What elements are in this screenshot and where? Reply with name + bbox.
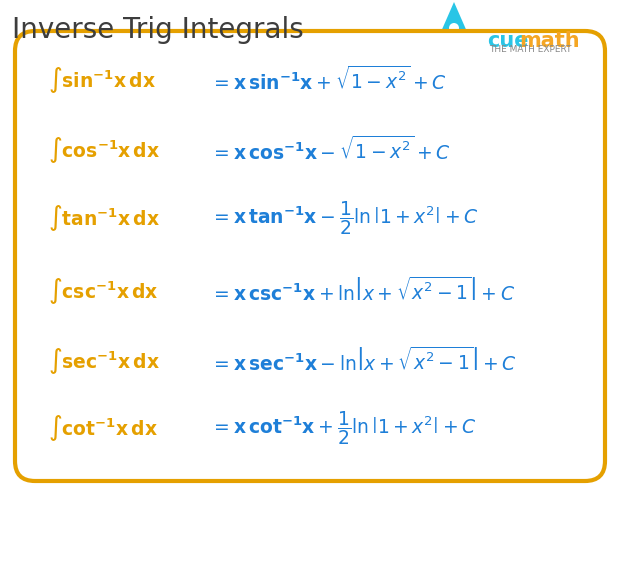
- Text: $= \mathbf{x\,cot^{-1}x} + \dfrac{1}{2}\ln\left|1 + x^2\right| + C$: $= \mathbf{x\,cot^{-1}x} + \dfrac{1}{2}\…: [210, 409, 476, 447]
- Text: THE MATH EXPERT: THE MATH EXPERT: [489, 45, 572, 54]
- Text: math: math: [519, 31, 580, 51]
- Text: $= \mathbf{x\,sin^{-1}x} + \sqrt{1 - x^2} + C$: $= \mathbf{x\,sin^{-1}x} + \sqrt{1 - x^2…: [210, 66, 446, 94]
- Polygon shape: [446, 52, 462, 68]
- Text: $\int \mathbf{sec^{-1}x\,dx}$: $\int \mathbf{sec^{-1}x\,dx}$: [48, 346, 160, 376]
- Text: Inverse Trig Integrals: Inverse Trig Integrals: [12, 16, 304, 44]
- Text: $\int \mathbf{cos^{-1}x\,dx}$: $\int \mathbf{cos^{-1}x\,dx}$: [48, 135, 160, 165]
- Text: $= \mathbf{x\,cos^{-1}x} - \sqrt{1 - x^2} + C$: $= \mathbf{x\,cos^{-1}x} - \sqrt{1 - x^2…: [210, 136, 451, 164]
- FancyBboxPatch shape: [15, 31, 605, 481]
- Text: $\int \mathbf{tan^{-1}x\,dx}$: $\int \mathbf{tan^{-1}x\,dx}$: [48, 203, 160, 233]
- Polygon shape: [428, 44, 442, 58]
- Polygon shape: [440, 2, 468, 34]
- Polygon shape: [466, 44, 480, 58]
- Polygon shape: [436, 8, 464, 54]
- Text: $\int \mathbf{cot^{-1}x\,dx}$: $\int \mathbf{cot^{-1}x\,dx}$: [48, 413, 158, 443]
- Circle shape: [449, 23, 459, 33]
- Text: cue: cue: [487, 31, 528, 51]
- Text: $\int \mathbf{sin^{-1}x\,dx}$: $\int \mathbf{sin^{-1}x\,dx}$: [48, 65, 156, 95]
- Text: $= \mathbf{x\,sec^{-1}x} - \ln\!\left|x + \sqrt{x^2 - 1}\right| + C$: $= \mathbf{x\,sec^{-1}x} - \ln\!\left|x …: [210, 347, 517, 375]
- Text: $= \mathbf{x\,tan^{-1}x} - \dfrac{1}{2}\ln\left|1 + x^2\right| + C$: $= \mathbf{x\,tan^{-1}x} - \dfrac{1}{2}\…: [210, 199, 479, 237]
- Text: $= \mathbf{x\,csc^{-1}x} + \ln\!\left|x + \sqrt{x^2 - 1}\right| + C$: $= \mathbf{x\,csc^{-1}x} + \ln\!\left|x …: [210, 277, 515, 305]
- Text: $\int \mathbf{csc^{-1}x\,dx}$: $\int \mathbf{csc^{-1}x\,dx}$: [48, 276, 159, 306]
